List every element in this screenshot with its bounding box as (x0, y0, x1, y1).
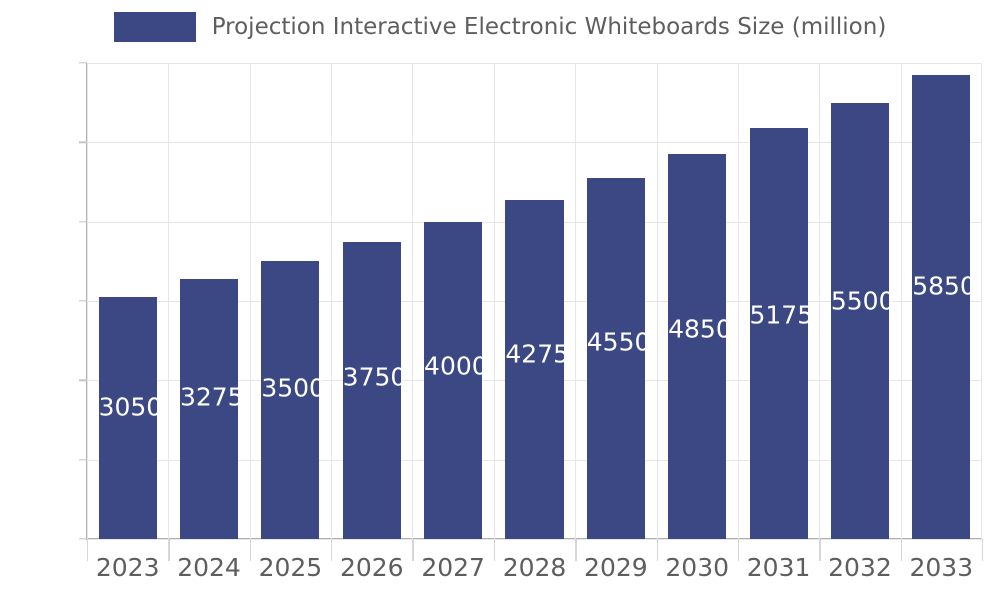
y-tick-mark (79, 141, 87, 144)
x-gridline (819, 63, 821, 539)
x-gridline (168, 63, 170, 539)
legend-label: Projection Interactive Electronic Whiteb… (211, 14, 887, 40)
y-tick-mark (79, 220, 87, 223)
x-tick-label: 2028 (502, 553, 567, 582)
x-gridline (981, 63, 982, 539)
bar-value-label: 5500 (830, 286, 895, 316)
x-gridline (87, 63, 88, 539)
x-tick-label: 2027 (421, 553, 485, 582)
x-tick-label: 2031 (746, 553, 811, 582)
x-tick-mark (900, 539, 903, 561)
x-tick-mark (412, 539, 414, 561)
bar[interactable]: 4550 (586, 178, 651, 539)
x-tick-mark (656, 539, 658, 561)
y-tick-mark (79, 62, 87, 64)
x-gridline (493, 63, 495, 539)
bar[interactable]: 3275 (179, 279, 244, 539)
y-gridline (87, 142, 982, 144)
bar[interactable]: 4850 (668, 154, 732, 539)
x-gridline (737, 63, 739, 539)
x-tick-label: 2026 (339, 553, 404, 582)
x-gridline (331, 63, 333, 539)
y-tick-mark (79, 300, 87, 302)
x-tick-label: 2033 (909, 553, 974, 582)
x-tick-mark (331, 539, 333, 561)
x-tick-mark (575, 539, 577, 561)
bar[interactable]: 5175 (749, 128, 814, 539)
bar-value-label: 3500 (261, 373, 325, 403)
bar-value-label: 5175 (749, 300, 814, 330)
x-tick-mark (249, 539, 252, 561)
x-tick-mark (168, 539, 170, 561)
x-gridline (900, 63, 902, 539)
bar[interactable]: 3500 (261, 261, 325, 539)
y-tick-mark (79, 379, 87, 382)
x-tick-mark (737, 539, 740, 561)
bar[interactable]: 3750 (342, 241, 407, 539)
y-tick-mark (79, 538, 87, 540)
x-tick-mark (819, 539, 821, 561)
bar[interactable]: 4275 (505, 199, 570, 539)
bar-value-label: 4000 (424, 351, 488, 381)
x-gridline (575, 63, 577, 539)
x-tick-label: 2024 (177, 553, 241, 582)
bar-value-label: 5850 (912, 271, 976, 301)
x-tick-label: 2032 (828, 553, 892, 582)
bar[interactable]: 4000 (424, 221, 488, 539)
y-tick-mark (79, 458, 87, 461)
x-tick-mark (493, 539, 496, 561)
chart-legend: Projection Interactive Electronic Whiteb… (0, 0, 1000, 54)
x-tick-label: 2023 (95, 553, 160, 582)
x-tick-mark (87, 539, 89, 561)
x-tick-label: 2029 (584, 553, 648, 582)
x-gridline (249, 63, 251, 539)
bar-value-label: 4850 (668, 314, 732, 344)
bar[interactable]: 5850 (912, 74, 976, 539)
legend-item[interactable]: Projection Interactive Electronic Whiteb… (113, 12, 887, 42)
bar-value-label: 4550 (586, 327, 651, 357)
x-gridline (412, 63, 414, 539)
bar[interactable]: 5500 (830, 102, 895, 539)
bar-value-label: 3275 (179, 382, 244, 412)
legend-color-swatch (113, 12, 196, 42)
plot-area: 3050 3275 3500 3750 4000 4275 4550 4850 5175 5500… (87, 63, 982, 540)
y-gridline (87, 539, 982, 540)
bar-value-label: 3050 (98, 392, 163, 422)
x-tick-mark (982, 539, 984, 561)
y-gridline (87, 63, 982, 64)
x-tick-label: 2030 (665, 553, 730, 582)
bar[interactable]: 3050 (98, 297, 163, 539)
bar-value-label: 4275 (505, 339, 570, 369)
x-gridline (656, 63, 658, 539)
bar-value-label: 3750 (342, 362, 407, 392)
x-tick-label: 2025 (258, 553, 323, 582)
